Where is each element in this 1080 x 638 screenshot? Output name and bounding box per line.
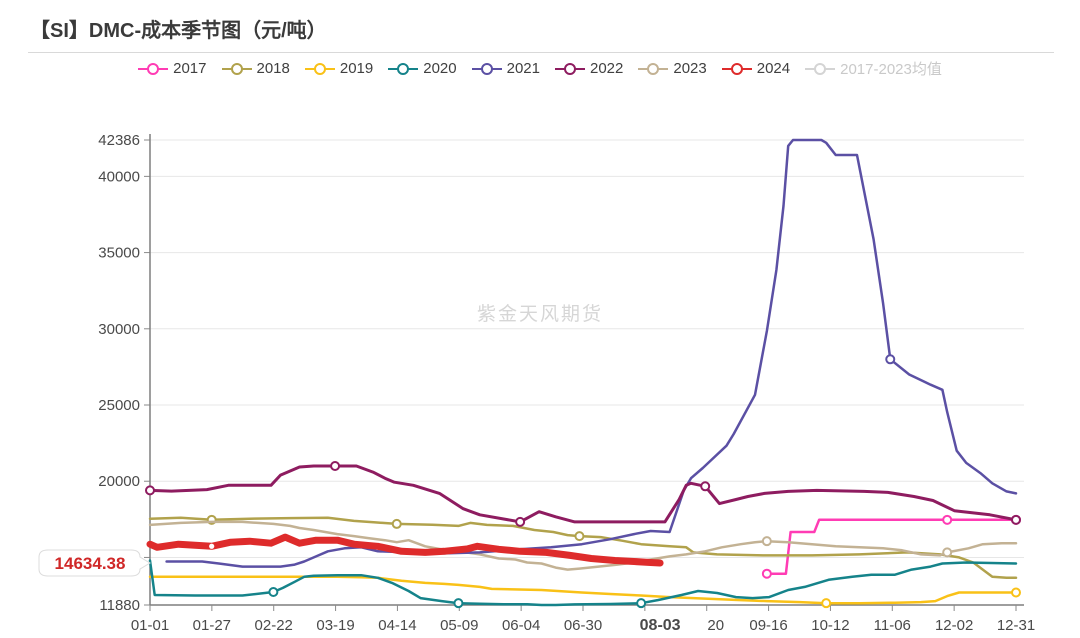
y-axis-label: 25000 [98, 397, 140, 414]
legend-item-2017-2023均值[interactable]: 2017-2023均值 [805, 58, 942, 79]
legend-marker-icon [638, 62, 669, 75]
series-marker-2023 [942, 547, 953, 558]
current-date-label: 08-03 [640, 617, 681, 634]
series-marker-2020 [453, 598, 464, 609]
series-line-2024 [146, 533, 664, 567]
legend-marker-icon [304, 62, 335, 75]
series-marker-2021 [885, 354, 896, 365]
series-marker-2019 [1011, 587, 1021, 598]
x-axis-label: 05-09 [440, 617, 478, 634]
legend-item-label: 2020 [423, 60, 457, 77]
x-axis-label: 06-30 [564, 617, 602, 634]
legend-item-label: 2022 [590, 60, 624, 77]
y-axis-label: 35000 [98, 245, 140, 262]
legend-item-2023[interactable]: 2023 [638, 60, 707, 77]
series-line-2021 [165, 138, 1018, 568]
series-marker-2019 [821, 598, 832, 609]
x-axis-label: 10-12 [811, 617, 849, 634]
legend-marker-icon [388, 62, 419, 75]
x-axis-label: 06-04 [502, 617, 540, 634]
page-title: 【SI】DMC-成本季节图（元/吨） [30, 20, 327, 42]
legend-item-2018[interactable]: 2018 [221, 60, 290, 77]
x-axis-label: 01-01 [131, 617, 169, 634]
legend-item-2022[interactable]: 2022 [555, 60, 623, 77]
x-axis-label: 12-02 [935, 617, 973, 634]
series-marker-2020 [636, 598, 647, 609]
legend-marker-icon [471, 62, 502, 75]
series-marker-2017 [761, 568, 772, 579]
watermark: 紫金天风期货 [477, 304, 604, 325]
title-separator [28, 52, 1054, 53]
legend-marker-icon [555, 62, 585, 75]
legend-item-2020[interactable]: 2020 [388, 60, 457, 77]
legend-item-label: 2023 [673, 60, 707, 77]
series-line-2023 [148, 520, 1018, 571]
legend-item-2019[interactable]: 2019 [304, 60, 374, 77]
series-line-2020 [148, 559, 1018, 607]
x-axis-label: 02-22 [255, 617, 293, 634]
series-marker-2018 [574, 531, 585, 542]
x-axis-label: 03-19 [316, 617, 354, 634]
series-line-2019 [148, 575, 1018, 605]
series-marker-2022 [1011, 514, 1021, 525]
series-marker-2018 [391, 518, 402, 529]
series-marker-2022 [145, 485, 155, 496]
series-marker-2020 [268, 586, 279, 597]
x-axis-label: 20 [707, 617, 724, 634]
series-line-2017 [765, 518, 1018, 575]
legend-item-2024[interactable]: 2024 [721, 60, 791, 77]
legend-item-label: 2019 [339, 60, 374, 77]
legend-item-label: 2018 [256, 60, 290, 77]
x-axis-label: 09-16 [749, 617, 787, 634]
legend: 2017 2018 2019 2020 2021 2022 2023 2024 2017-202… [0, 58, 1080, 79]
x-axis-label: 12-31 [997, 617, 1035, 634]
legend-item-2021[interactable]: 2021 [471, 60, 540, 77]
series-marker-2022 [330, 460, 341, 471]
legend-marker-icon [721, 62, 752, 75]
y-axis-label: 30000 [98, 321, 140, 338]
legend-marker-icon [221, 62, 252, 75]
legend-item-label: 2017-2023均值 [840, 61, 942, 78]
series-marker-2022 [515, 516, 526, 527]
current-value-label: 14634.38 [55, 554, 126, 573]
x-annotation-bg [633, 614, 688, 634]
legend-item-label: 2024 [756, 60, 791, 77]
current-value-callout [38, 549, 151, 577]
legend-item-label: 2017 [173, 60, 207, 77]
legend-item-2017[interactable]: 2017 [138, 60, 207, 77]
legend-marker-icon [805, 62, 836, 75]
x-axis-label: 04-14 [378, 617, 416, 634]
y-axis-label: 20000 [98, 473, 140, 490]
series-marker-2023 [761, 536, 772, 547]
x-axis-label: 01-27 [193, 617, 231, 634]
y-axis-label: 42386 [98, 132, 140, 149]
x-axis-label: 11-06 [874, 617, 911, 634]
legend-item-label: 2021 [506, 60, 540, 77]
series-marker-2024 [209, 543, 215, 549]
series-line-2022 [148, 464, 1018, 524]
y-axis-label: 40000 [98, 168, 140, 185]
series-marker-2022 [700, 481, 711, 492]
series-marker-2017 [942, 514, 953, 525]
y-axis-label: 11880 [99, 597, 140, 614]
legend-marker-icon [138, 62, 169, 75]
